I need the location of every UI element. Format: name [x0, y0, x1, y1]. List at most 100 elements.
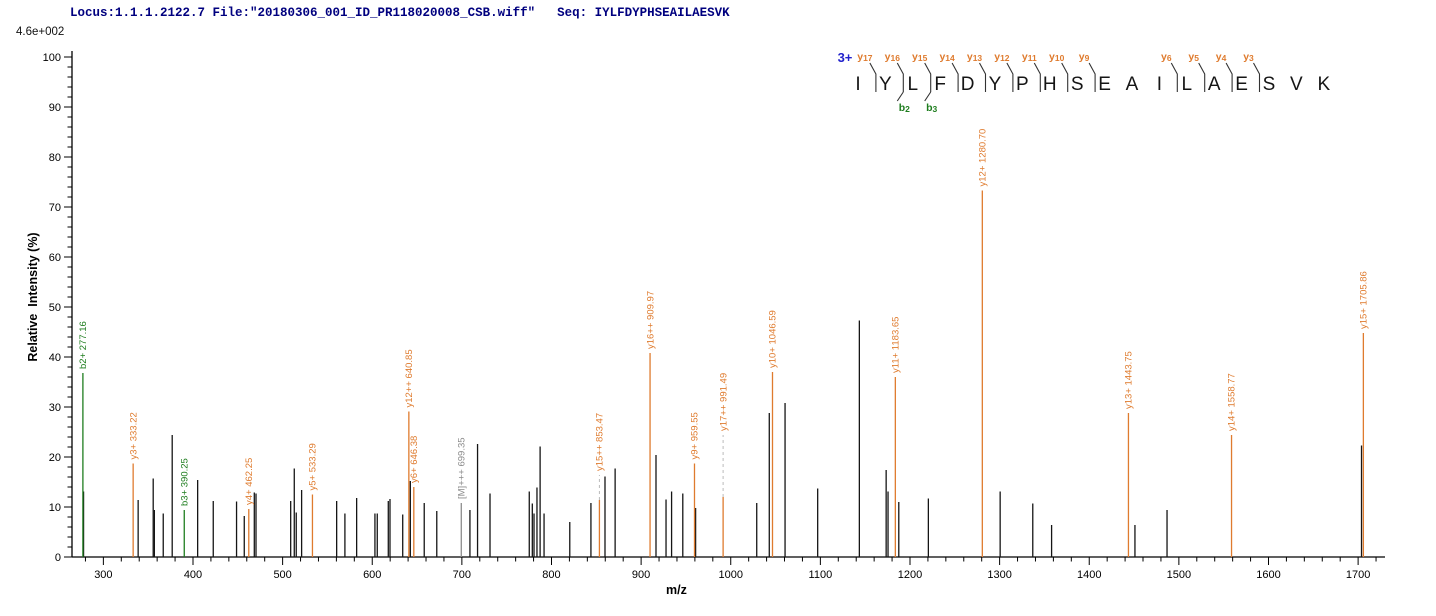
y-ion-label: y16	[885, 51, 901, 63]
x-tick-label: 800	[542, 569, 560, 581]
x-tick-label: 1500	[1167, 569, 1191, 581]
y-tick-label: 20	[49, 452, 61, 464]
x-tick-label: 1600	[1256, 569, 1280, 581]
x-tick-label: 700	[453, 569, 471, 581]
x-tick-label: 500	[273, 569, 291, 581]
peak-label: y13+ 1443.75	[1124, 351, 1135, 409]
y-tick-label: 50	[49, 302, 61, 314]
sequence-residue: L	[1182, 74, 1193, 95]
x-tick-label: 300	[94, 569, 112, 581]
y-ion-cleavage-mark	[951, 62, 959, 92]
y-tick-label: 40	[49, 352, 61, 364]
y-ion-cleavage-mark	[896, 62, 904, 92]
x-tick-label: 600	[363, 569, 381, 581]
sequence-residue: I	[1157, 74, 1162, 95]
peak-label: y6+ 646.38	[409, 436, 420, 483]
y-ion-label: y15	[912, 51, 928, 63]
locus-file-label: Locus:1.1.1.2122.7 File:"20180306_001_ID…	[70, 6, 536, 20]
x-tick-label: 400	[184, 569, 202, 581]
peak-label: y17++ 991.49	[718, 373, 729, 431]
sequence-residue: S	[1263, 74, 1276, 95]
x-tick-label: 1700	[1346, 569, 1370, 581]
y-ion-cleavage-mark	[1225, 62, 1233, 92]
peak-label: b3+ 390.25	[179, 458, 190, 506]
sequence-residue: Y	[879, 74, 892, 95]
spectrum-header: Locus:1.1.1.2122.7 File:"20180306_001_ID…	[70, 6, 730, 20]
x-axis-title: m/z	[666, 583, 687, 597]
y-ion-label: y4	[1216, 51, 1227, 63]
y-ion-cleavage-mark	[979, 62, 987, 92]
peak-label: y15++ 853.47	[595, 413, 606, 471]
y-tick-label: 100	[43, 52, 61, 64]
x-tick-label: 1300	[987, 569, 1011, 581]
y-ion-label: y12	[994, 51, 1010, 63]
y-tick-label: 60	[49, 252, 61, 264]
x-tick-label: 900	[632, 569, 650, 581]
x-tick-label: 1200	[898, 569, 922, 581]
sequence-residue: H	[1043, 74, 1057, 95]
y-ion-cleavage-mark	[1006, 62, 1014, 92]
sequence-residue: D	[961, 74, 975, 95]
y-ion-cleavage-mark	[924, 62, 932, 92]
peak-label: y14+ 1558.77	[1227, 373, 1238, 431]
y-ion-label: y17	[857, 51, 873, 63]
sequence-residue: E	[1235, 74, 1248, 95]
y-ion-label: y9	[1079, 51, 1090, 63]
precursor-charge-label: 3+	[838, 50, 853, 65]
b-ion-label: b2	[899, 102, 910, 114]
sequence-residue: A	[1208, 74, 1221, 95]
peak-label: y4+ 462.25	[244, 458, 255, 505]
sequence-residue: Y	[989, 74, 1002, 95]
peak-label: [M]+++ 699.35	[456, 437, 467, 499]
sequence-residue: V	[1290, 74, 1303, 95]
peak-label: y12++ 640.85	[404, 349, 415, 407]
y-ion-label: y6	[1161, 51, 1172, 63]
sequence-residue: L	[908, 74, 919, 95]
peak-label: y3+ 333.22	[128, 412, 139, 459]
peak-label: y16++ 909.97	[645, 291, 656, 349]
peak-label: y12+ 1280.70	[978, 129, 989, 187]
x-tick-label: 1100	[809, 569, 833, 581]
sequence-label: Seq: IYLFDYPHSEAILAESVK	[557, 6, 730, 20]
peak-label: b2+ 277.16	[78, 321, 89, 369]
b-ion-cleavage-mark	[924, 91, 932, 102]
sequence-residue: S	[1071, 74, 1084, 95]
max-intensity-reference: 4.6e+002	[16, 26, 65, 38]
y-tick-label: 0	[55, 552, 61, 564]
y-ion-label: y5	[1188, 51, 1199, 63]
b-ion-cleavage-mark	[896, 91, 904, 102]
peak-label: y11+ 1183.65	[891, 317, 902, 373]
y-ion-label: y3	[1243, 51, 1254, 63]
sequence-residue: E	[1098, 74, 1111, 95]
b-ion-label: b3	[926, 102, 937, 114]
sequence-residue: P	[1016, 74, 1029, 95]
y-ion-cleavage-mark	[1170, 62, 1178, 92]
y-ion-label: y10	[1049, 51, 1065, 63]
y-tick-label: 70	[49, 202, 61, 214]
y-ion-label: y13	[967, 51, 983, 63]
y-tick-label: 30	[49, 402, 61, 414]
sequence-residue: K	[1317, 74, 1330, 95]
y-tick-label: 10	[49, 502, 61, 514]
sequence-residue: A	[1126, 74, 1139, 95]
y-tick-label: 80	[49, 152, 61, 164]
peak-label: y9+ 959.55	[690, 412, 701, 459]
sequence-residue: I	[855, 74, 860, 95]
y-ion-cleavage-mark	[1061, 62, 1069, 92]
sequence-residue: F	[934, 74, 946, 95]
y-ion-cleavage-mark	[869, 62, 877, 92]
peak-label: y15+ 1705.86	[1359, 271, 1370, 329]
peak-label: y5+ 533.29	[308, 443, 319, 490]
x-tick-label: 1400	[1077, 569, 1101, 581]
y-ion-label: y11	[1022, 51, 1037, 63]
y-ion-cleavage-mark	[1253, 62, 1261, 92]
peak-label: y10+ 1046.59	[768, 310, 779, 368]
y-ion-cleavage-mark	[1088, 62, 1096, 92]
x-tick-label: 1000	[718, 569, 742, 581]
y-ion-cleavage-mark	[1033, 62, 1041, 92]
y-tick-label: 90	[49, 102, 61, 114]
y-ion-label: y14	[939, 51, 955, 63]
y-ion-cleavage-mark	[1198, 62, 1206, 92]
